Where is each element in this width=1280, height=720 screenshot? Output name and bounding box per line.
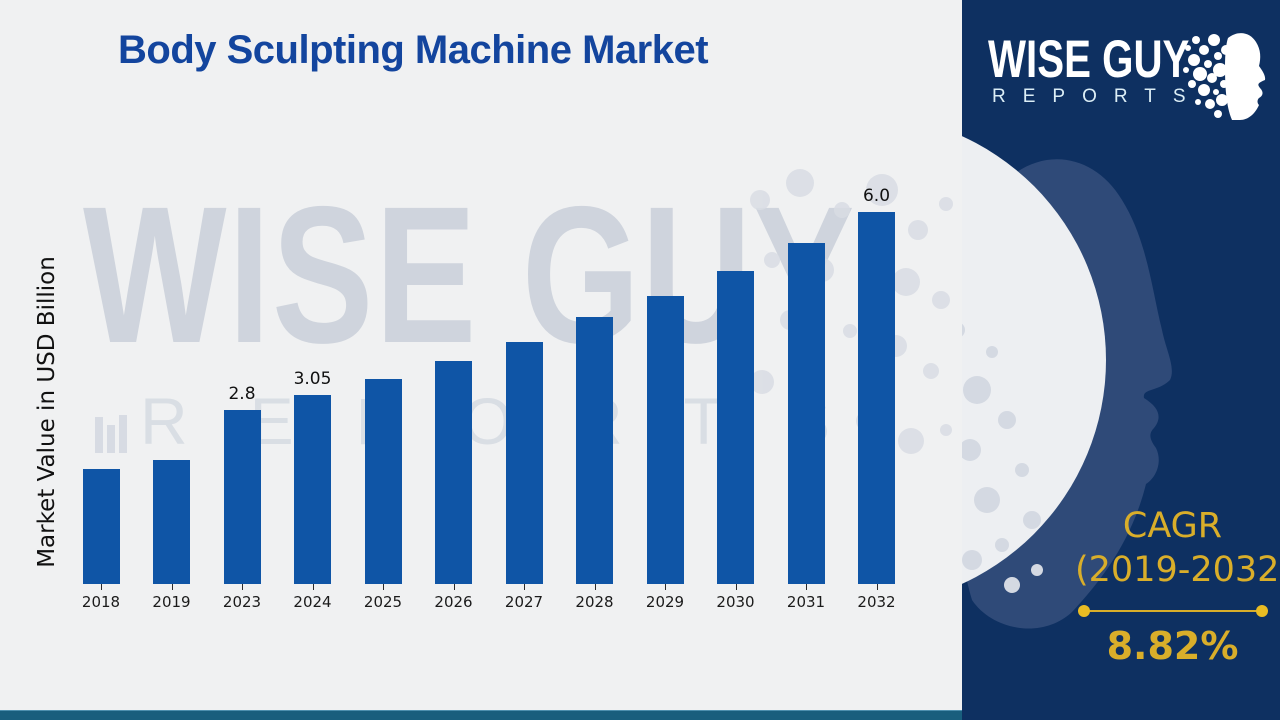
x-tick-label: 2027 [504, 593, 544, 611]
x-tick-label: 2031 [786, 593, 826, 611]
bar-chart: 2018 2019 2023 2.8 2024 3.05 2025 2026 2027 2028 2… [81, 186, 896, 611]
x-tick-label: 2032 [857, 593, 896, 611]
bottom-accent-strip [0, 710, 962, 720]
x-tick-label: 2018 [81, 593, 121, 611]
x-tick-label: 2026 [434, 593, 473, 611]
bar [576, 317, 613, 584]
bar-value-label: 2.8 [228, 384, 256, 404]
page-title: Body Sculpting Machine Market [118, 28, 709, 72]
x-tick [242, 584, 243, 590]
bar [435, 361, 472, 584]
x-tick-label: 2024 [293, 593, 332, 611]
x-tick [665, 584, 666, 590]
x-tick [312, 584, 314, 590]
brand-panel: WISE GUY REPORTS CAGR (2019-2032) [962, 0, 1280, 720]
bar [717, 271, 754, 584]
watermark-barchart-icon [95, 413, 135, 453]
bar [364, 379, 402, 584]
x-tick-label: 2029 [645, 593, 685, 611]
cagr-block: CAGR (2019-2032) 8.82% [1075, 505, 1280, 668]
x-tick [453, 584, 455, 590]
x-tick-label: 2023 [222, 593, 262, 611]
circle-dots-pattern [962, 323, 1043, 593]
x-tick [594, 584, 596, 590]
x-tick [383, 584, 384, 590]
logo-face-icon [1183, 33, 1266, 120]
x-tick-label: 2019 [152, 593, 191, 611]
line-dot-right [1255, 604, 1268, 617]
cagr-range: (2019-2032) [1075, 549, 1280, 590]
bar-value-label: 6.0 [862, 186, 891, 206]
x-tick [101, 584, 102, 590]
bar-value-label: 3.05 [293, 369, 332, 389]
x-tick [876, 584, 878, 590]
x-tick [806, 584, 807, 590]
bar [153, 460, 190, 584]
bar [646, 296, 684, 584]
cagr-label: CAGR [1122, 506, 1223, 546]
cagr-value: 8.82% [1106, 623, 1239, 668]
logo-wordmark: WISE GUY [988, 30, 1190, 89]
logo-subtitle: REPORTS [992, 86, 1203, 107]
y-axis-label: Market Value in USD Billion [34, 256, 60, 568]
bar [294, 395, 331, 584]
x-tick [524, 584, 525, 590]
bar [223, 410, 261, 584]
bar [858, 212, 895, 584]
cagr-underline [1077, 604, 1268, 617]
x-tick [171, 584, 173, 590]
bar [505, 342, 543, 584]
x-tick-label: 2028 [575, 593, 614, 611]
x-tick [735, 584, 737, 590]
bar [787, 243, 825, 584]
x-tick-label: 2030 [716, 593, 755, 611]
x-tick-label: 2025 [363, 593, 403, 611]
bar [82, 469, 120, 584]
line-dot-left [1077, 604, 1090, 617]
